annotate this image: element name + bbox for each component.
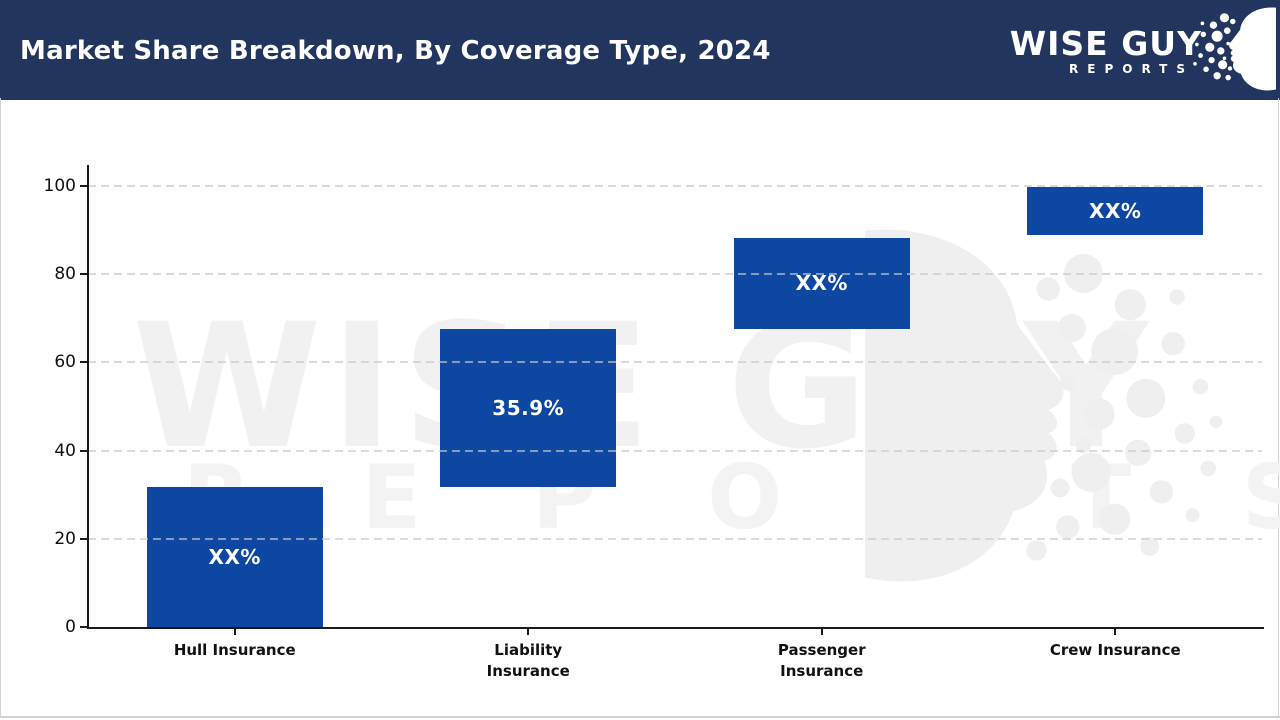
y-axis-tick-label: 20 <box>54 528 76 549</box>
x-axis-category-label: Crew Insurance <box>995 640 1235 661</box>
x-axis-category-label-line: Hull Insurance <box>173 641 296 659</box>
x-axis-line <box>87 627 1264 629</box>
brand-face-icon <box>1193 7 1276 91</box>
bar-value-label: XX% <box>208 545 261 570</box>
y-axis-tick <box>80 537 88 540</box>
y-axis-tick-label: 100 <box>43 176 76 196</box>
x-axis-category-label-line: Crew Insurance <box>1049 641 1181 659</box>
y-axis-tick <box>80 185 88 187</box>
x-axis-tick <box>233 628 236 635</box>
x-axis-tick <box>820 628 823 635</box>
gridline <box>88 185 1262 187</box>
bar-crew-insurance: XX% <box>1027 186 1204 235</box>
y-axis-tick-label: 60 <box>54 352 76 373</box>
y-axis-tick <box>80 626 88 628</box>
gridline <box>88 361 1262 364</box>
x-axis-category-label: Hull Insurance <box>115 640 355 661</box>
bar-value-label: 35.9% <box>492 396 565 421</box>
x-axis-category-label-line: Passenger <box>777 641 866 659</box>
chart-title: Market Share Breakdown, By Coverage Type… <box>20 36 771 66</box>
gridline <box>88 449 1262 452</box>
y-axis-tick <box>80 361 88 364</box>
bar-hull-insurance: XX% <box>146 487 323 627</box>
brand-logo-subtext: REPORTS <box>1069 62 1194 76</box>
bar-value-label: XX% <box>1089 198 1142 223</box>
card-left-border <box>0 98 1 718</box>
x-axis-tick <box>527 628 530 635</box>
card-right-border <box>1278 98 1279 718</box>
x-axis-category-label-line: Insurance <box>780 662 864 680</box>
card-bottom-border <box>0 716 1280 718</box>
y-axis-line <box>87 165 89 629</box>
x-axis-category-label-line: Liability <box>494 641 563 659</box>
y-axis-tick-label: 80 <box>54 264 76 285</box>
gridline <box>88 537 1262 540</box>
x-axis-category-label: Liability Insurance <box>408 640 648 682</box>
x-axis-category-label: Passenger Insurance <box>702 640 942 682</box>
y-axis-tick-label: 40 <box>54 440 76 461</box>
gridline <box>88 273 1262 276</box>
y-axis-tick <box>80 449 88 452</box>
brand-logo-name: WISE GUY <box>1009 24 1202 63</box>
bar-value-label: XX% <box>795 271 848 296</box>
x-axis-category-label-line: Insurance <box>486 662 570 680</box>
y-axis-tick-label: 0 <box>65 617 76 637</box>
header-band: Market Share Breakdown, By Coverage Type… <box>0 0 1280 100</box>
x-axis-tick <box>1114 628 1117 635</box>
bar-passenger-insurance: XX% <box>733 237 910 329</box>
brand-logo: WISE GUY REPORTS <box>1009 0 1276 100</box>
y-axis-tick <box>80 273 88 276</box>
bar-liability-insurance: 35.9% <box>440 328 617 488</box>
